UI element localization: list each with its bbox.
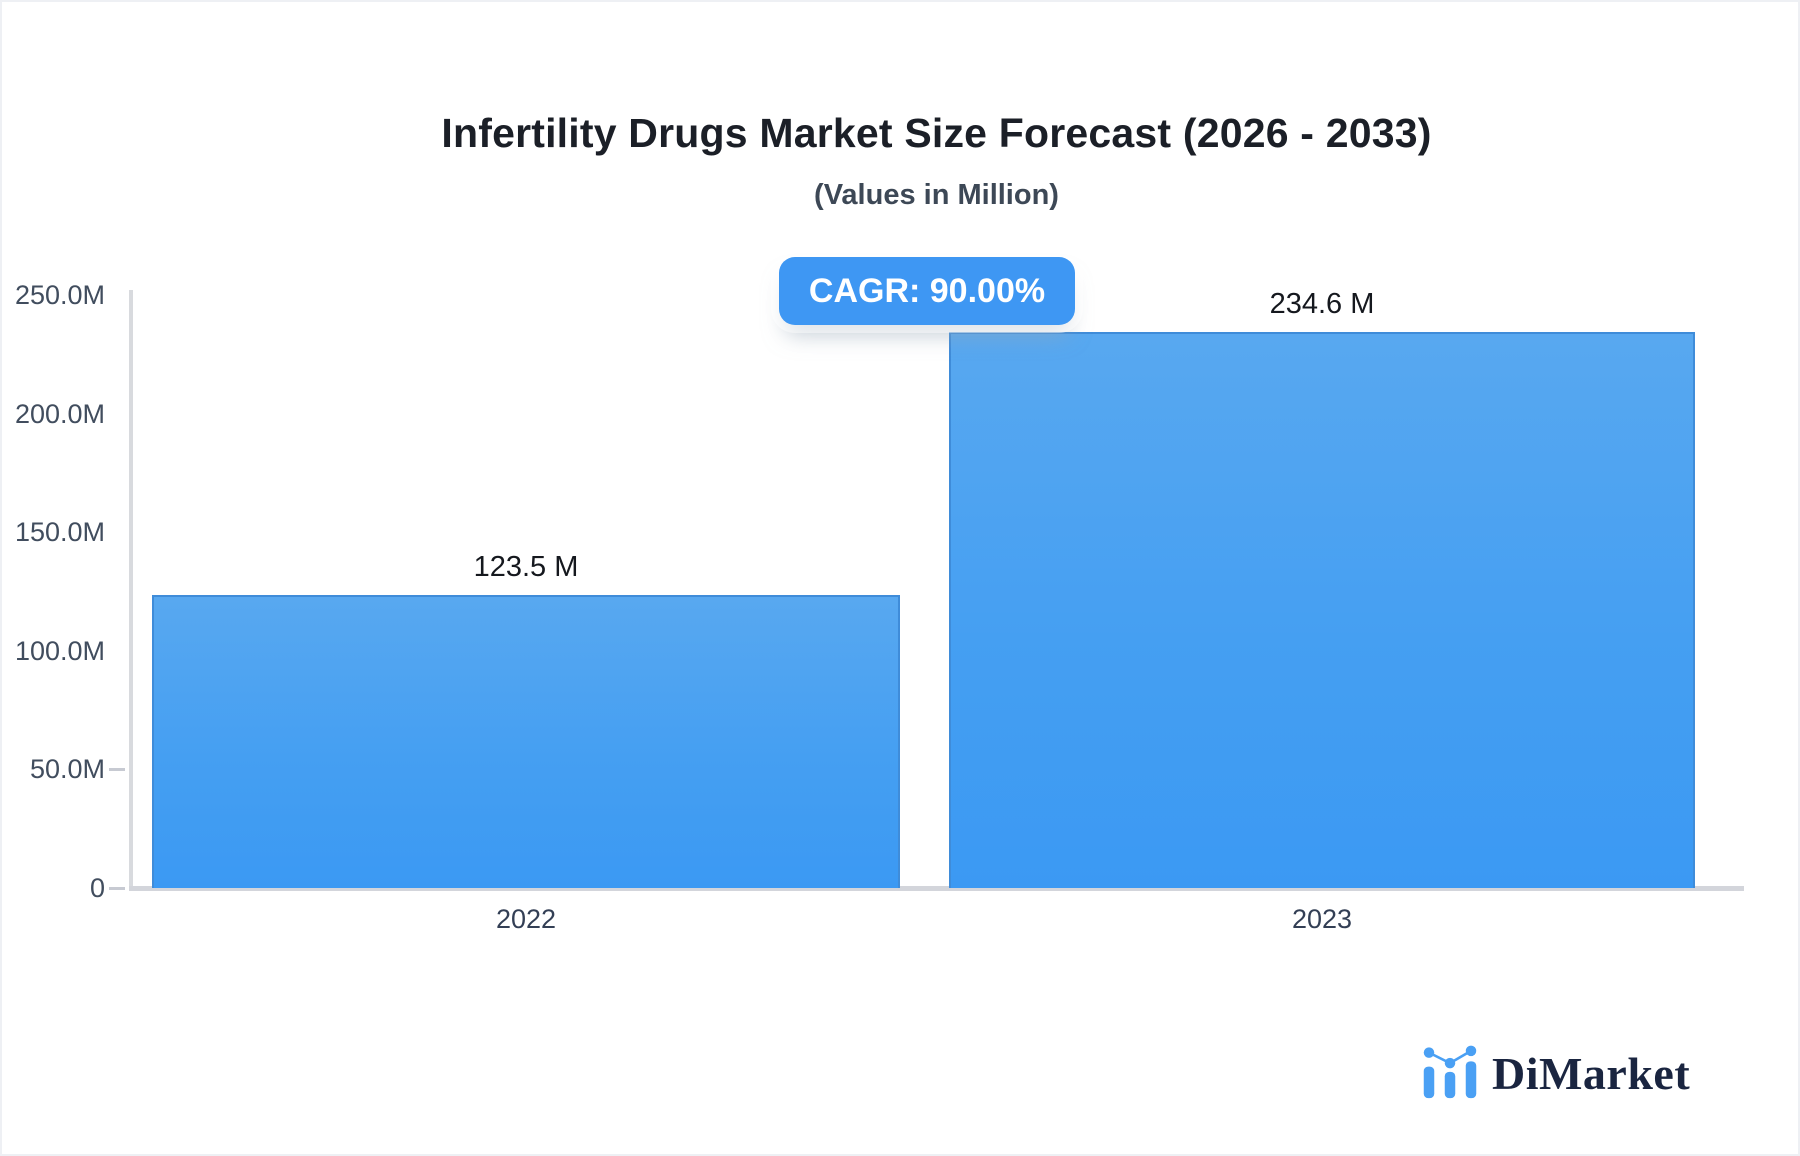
y-axis-tick-label: 250.0M [14,280,105,310]
y-axis-tick-label: 50.0M [29,754,105,785]
bar-value-label: 234.6 M [1269,287,1375,320]
chart-title: Infertility Drugs Market Size Forecast (… [441,110,1432,156]
brand-name: DiMarket [1492,1048,1691,1099]
x-axis-label-2022: 2022 [495,904,557,934]
y-axis-tick-mark [109,768,125,772]
y-axis-tick-mark [109,887,125,890]
y-axis-tick-label: 150.0M [14,517,105,548]
bar-value-label: 123.5 M [473,551,579,584]
chart-subtitle: (Values in Million) [814,179,1059,211]
x-axis-line [129,886,1744,891]
chart-header: Infertility Drugs Market Size Forecast (… [129,110,1744,212]
bar-line-chart-icon [1423,1045,1477,1099]
y-axis-tick-label: 200.0M [14,398,105,429]
bar-2023 [949,331,1695,888]
y-axis-tick-label: 100.0M [14,635,105,666]
y-axis-line [129,290,133,890]
bar-2022 [152,595,900,888]
x-axis-label-2023: 2023 [1291,904,1353,934]
y-axis-tick-label: 0 [89,873,105,903]
cagr-badge: CAGR: 90.00% [779,257,1075,325]
brand-logo: DiMarket [1422,1042,1690,1100]
